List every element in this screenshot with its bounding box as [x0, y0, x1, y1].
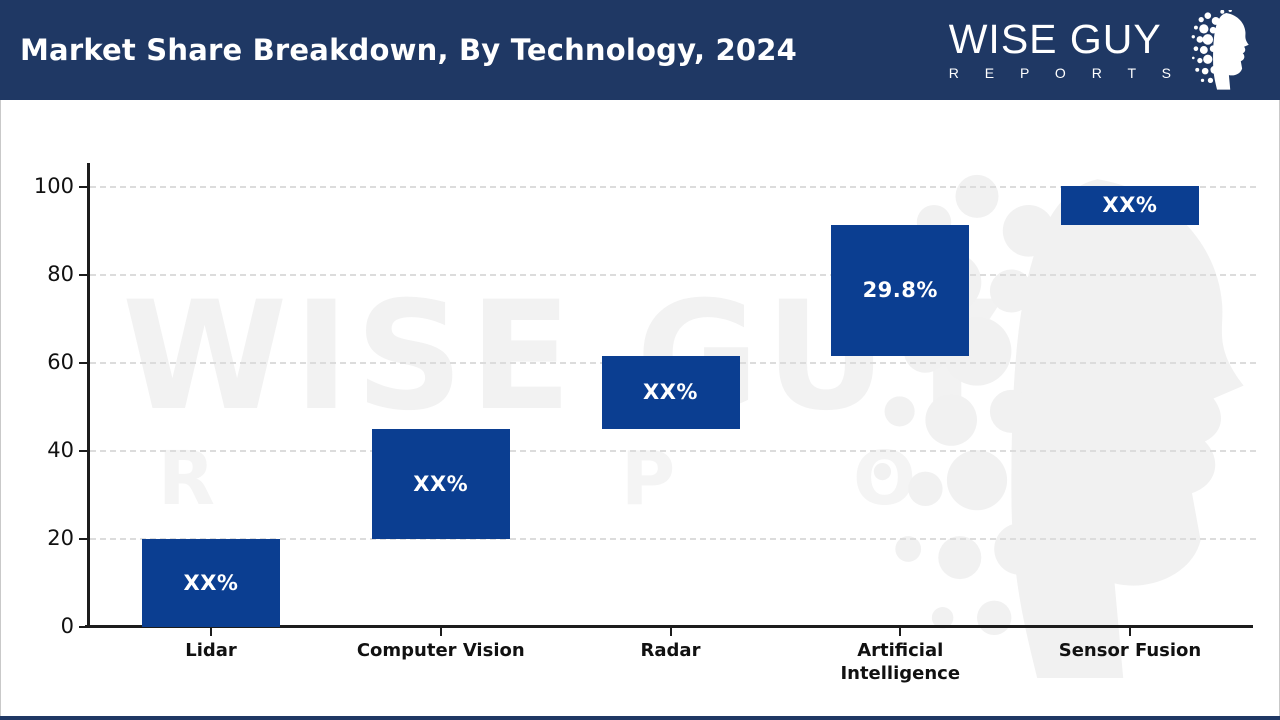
y-tick-100	[79, 186, 88, 188]
x-category-label-radar: Radar	[640, 640, 701, 661]
chart-title: Market Share Breakdown, By Technology, 2…	[20, 33, 798, 67]
y-tick-20	[79, 538, 88, 540]
x-axis-line	[85, 625, 1253, 628]
bar-value-label-artificial-intelligence: 29.8%	[862, 278, 938, 303]
y-tick-label-60: 60	[47, 350, 74, 374]
logo-wordmark-line2: R E P O R T S	[948, 65, 1182, 81]
y-tick-label-0: 0	[60, 614, 74, 638]
bar-value-label-radar: XX%	[643, 380, 698, 405]
y-tick-label-80: 80	[47, 262, 74, 286]
x-tick-lidar	[210, 628, 212, 636]
y-tick-label-100: 100	[33, 174, 74, 198]
bar-artificial-intelligence: 29.8%	[831, 224, 970, 356]
wiseguy-logo: WISE GUY R E P O R T S	[949, 10, 1254, 90]
logo-face-icon	[1188, 10, 1254, 90]
gridline-y-80	[90, 274, 1256, 276]
gridline-y-20	[90, 538, 1256, 540]
bar-value-label-sensor-fusion: XX%	[1102, 193, 1158, 218]
x-tick-sensor-fusion	[1129, 628, 1131, 636]
bar-sensor-fusion: XX%	[1061, 186, 1199, 225]
y-axis-line	[87, 163, 90, 628]
header-bar: Market Share Breakdown, By Technology, 2…	[0, 0, 1280, 100]
x-tick-computer-vision	[439, 628, 442, 636]
logo-wordmark-line1: WISE GUY	[948, 16, 1162, 62]
y-tick-0	[79, 626, 88, 628]
x-tick-radar	[669, 628, 672, 636]
gridline-y-40	[90, 450, 1256, 452]
y-tick-40	[79, 450, 88, 452]
bar-radar: XX%	[601, 355, 740, 429]
bar-lidar: XX%	[142, 539, 280, 627]
x-category-label-lidar: Lidar	[185, 640, 237, 661]
x-category-label-sensor-fusion: Sensor Fusion	[1058, 640, 1202, 661]
x-category-label-artificial-intelligence: Artificial Intelligence	[840, 640, 961, 685]
y-tick-label-20: 20	[47, 526, 74, 550]
x-tick-artificial-intelligence	[899, 628, 902, 636]
gridline-y-100	[90, 186, 1256, 188]
y-tick-80	[79, 274, 88, 276]
bar-value-label-computer-vision: XX%	[413, 472, 469, 496]
bar-value-label-lidar: XX%	[183, 571, 239, 595]
x-category-label-computer-vision: Computer Vision	[356, 640, 525, 661]
y-tick-60	[79, 362, 88, 364]
logo-wordmark: WISE GUY R E P O R T S	[948, 16, 1182, 82]
bar-computer-vision: XX%	[371, 429, 510, 539]
y-tick-label-40: 40	[47, 438, 74, 462]
footer-bar	[0, 716, 1280, 720]
